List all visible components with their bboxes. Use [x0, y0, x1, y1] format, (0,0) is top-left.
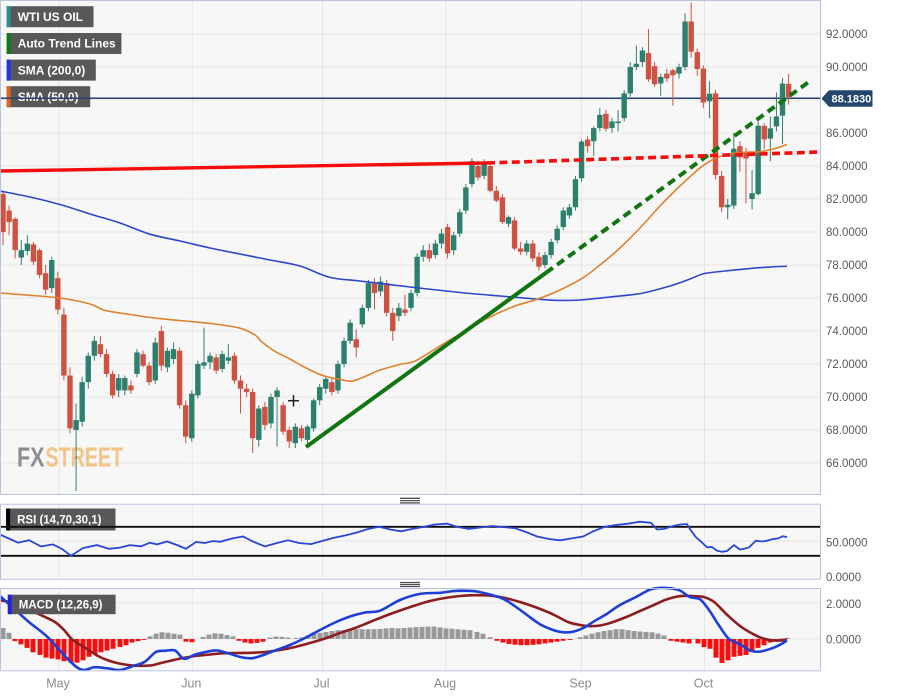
svg-text:66.0000: 66.0000: [826, 458, 868, 470]
svg-text:90.0000: 90.0000: [826, 62, 868, 74]
svg-text:FX: FX: [17, 442, 45, 473]
svg-text:70.0000: 70.0000: [826, 392, 868, 404]
svg-text:80.0000: 80.0000: [826, 227, 868, 239]
svg-text:86.0000: 86.0000: [826, 128, 868, 140]
svg-text:Jun: Jun: [181, 677, 201, 691]
svg-text:Auto Trend Lines: Auto Trend Lines: [18, 37, 116, 51]
svg-text:Jul: Jul: [314, 677, 330, 691]
svg-text:76.0000: 76.0000: [826, 293, 868, 305]
svg-text:92.0000: 92.0000: [826, 29, 868, 41]
svg-text:0.0000: 0.0000: [826, 635, 861, 647]
svg-text:74.0000: 74.0000: [826, 326, 868, 338]
svg-text:SMA (200,0): SMA (200,0): [18, 63, 86, 77]
svg-text:2.0000: 2.0000: [826, 599, 861, 611]
svg-text:RSI (14,70,30,1): RSI (14,70,30,1): [17, 515, 102, 527]
svg-text:84.0000: 84.0000: [826, 161, 868, 173]
svg-text:82.0000: 82.0000: [826, 194, 868, 206]
svg-text:May: May: [46, 677, 70, 691]
svg-text:Sep: Sep: [569, 677, 591, 691]
svg-text:88.1830: 88.1830: [832, 94, 872, 106]
svg-text:SMA (50,0): SMA (50,0): [18, 90, 79, 104]
svg-text:50.0000: 50.0000: [826, 537, 868, 549]
svg-text:WTI US OIL: WTI US OIL: [18, 10, 83, 24]
svg-text:MACD (12,26,9): MACD (12,26,9): [19, 600, 103, 612]
svg-text:78.0000: 78.0000: [826, 260, 868, 272]
svg-text:68.0000: 68.0000: [826, 425, 868, 437]
svg-text:0.0000: 0.0000: [826, 572, 861, 584]
svg-text:Oct: Oct: [694, 677, 714, 691]
svg-text:Aug: Aug: [434, 677, 456, 691]
svg-text:STREET: STREET: [46, 442, 124, 473]
svg-text:72.0000: 72.0000: [826, 359, 868, 371]
